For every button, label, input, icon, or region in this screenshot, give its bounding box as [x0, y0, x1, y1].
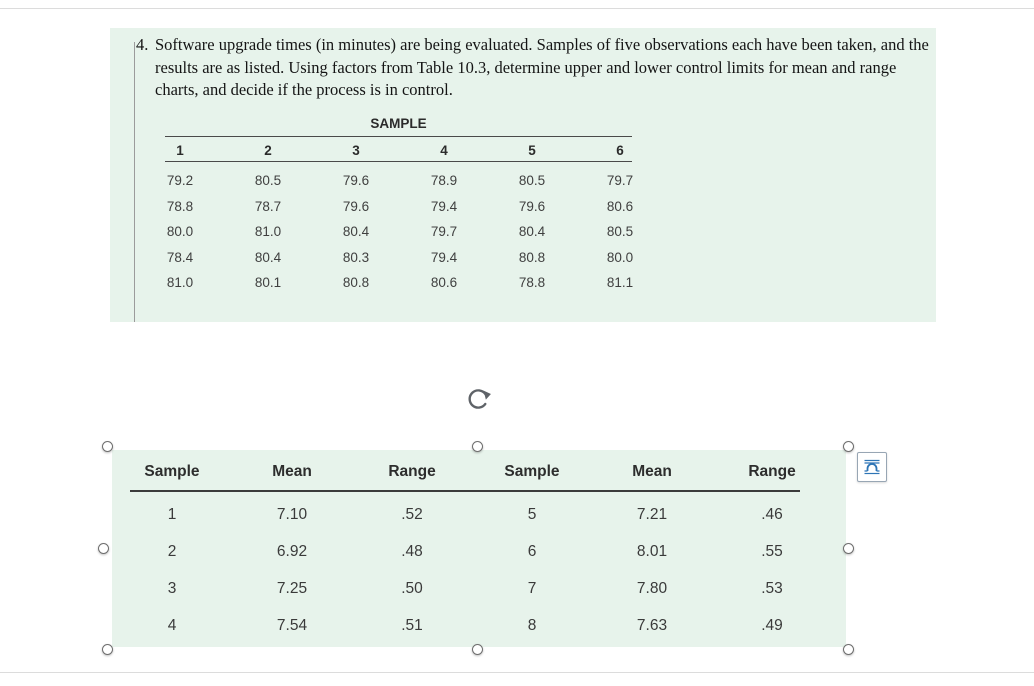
results-cell: .50: [401, 580, 423, 597]
problem-left-rule: [134, 42, 135, 322]
sample-col-header: 3: [352, 143, 360, 158]
sample-cell: 81.0: [254, 224, 282, 239]
sample-col-header: 4: [440, 143, 448, 158]
top-divider: [0, 8, 1034, 9]
selection-handle-top-right[interactable]: [843, 441, 854, 452]
selected-table-object[interactable]: [112, 450, 846, 647]
selection-handle-bottom-left[interactable]: [102, 644, 113, 655]
results-cell: .49: [761, 617, 783, 634]
results-cell: 8.01: [636, 543, 668, 560]
selection-handle-top-center[interactable]: [472, 441, 483, 452]
selection-handle-bottom-center[interactable]: [472, 644, 483, 655]
selection-handle-mid-left[interactable]: [98, 543, 109, 554]
sample-cell: 80.1: [254, 275, 282, 290]
results-cell: 1: [167, 506, 177, 523]
results-cell: 5: [527, 506, 537, 523]
sample-cell: 79.7: [606, 173, 634, 188]
layout-options-icon: [864, 459, 880, 475]
sample-table-header-row: 1 2 3 4 5 6: [136, 141, 664, 160]
sample-cell: 80.8: [518, 249, 546, 265]
sample-cell: 78.9: [430, 173, 458, 188]
sample-cell: 80.4: [342, 224, 370, 239]
sample-cell: 80.3: [342, 249, 370, 265]
sample-cell: 80.4: [518, 224, 546, 239]
results-cell: 3: [167, 580, 177, 597]
results-table-header-rule: [130, 490, 800, 492]
sample-col-header: 1: [176, 143, 184, 158]
sample-cell: 81.1: [606, 275, 634, 290]
results-col-header: Sample: [144, 463, 200, 480]
problem-statement: 4. Software upgrade times (in minutes) a…: [136, 34, 933, 102]
results-cell: 2: [167, 543, 177, 560]
results-cell: 7.25: [276, 580, 308, 597]
sample-table-top-rule: [165, 136, 632, 137]
results-cell: .53: [761, 580, 783, 597]
sample-cell: 80.6: [606, 198, 634, 214]
results-cell: 6: [527, 543, 537, 560]
results-col-header: Sample: [504, 463, 560, 480]
sample-cell: 80.6: [430, 275, 458, 290]
results-cell: .46: [761, 506, 783, 523]
sample-cell: 80.5: [254, 173, 282, 188]
sample-cell: 79.7: [430, 224, 458, 239]
sample-col-header: 5: [528, 143, 536, 158]
results-col-header: Mean: [272, 463, 312, 480]
bottom-divider: [0, 672, 1034, 673]
sample-cell: 81.0: [166, 275, 194, 290]
selection-handle-bottom-right[interactable]: [843, 644, 854, 655]
sample-cell: 80.5: [518, 173, 546, 188]
sample-cell: 79.4: [430, 249, 458, 265]
results-cell: .55: [761, 543, 783, 560]
results-cell: 8: [527, 617, 537, 634]
sample-cell: 78.8: [166, 198, 194, 214]
results-table-header-row: Sample Mean Range Sample Mean Range: [112, 460, 832, 484]
sample-cell: 80.0: [606, 249, 634, 265]
problem-highlight-box: [110, 28, 936, 322]
results-cell: 7.10: [276, 506, 308, 523]
results-cell: 7.80: [636, 580, 668, 597]
sample-cell: 79.6: [342, 198, 370, 214]
sample-cell: 80.5: [606, 224, 634, 239]
sample-cell: 79.4: [430, 198, 458, 214]
results-col-header: Mean: [632, 463, 672, 480]
rotate-handle[interactable]: [464, 385, 492, 413]
layout-options-button[interactable]: [857, 452, 887, 482]
results-cell: .48: [401, 543, 423, 560]
results-col-header: Range: [748, 463, 796, 480]
selection-handle-mid-right[interactable]: [843, 543, 854, 554]
selection-handle-top-left[interactable]: [102, 441, 113, 452]
sample-cell: 78.4: [166, 249, 194, 265]
rotate-arrow-icon: [468, 389, 491, 409]
results-col-header: Range: [388, 463, 436, 480]
sample-col-header: 2: [264, 143, 272, 158]
problem-text: Software upgrade times (in minutes) are …: [155, 35, 929, 99]
sample-cell: 80.4: [254, 249, 282, 265]
results-table-body: 1 7.10 .52 5 7.21 .46 2 6.92 .48 6 8.01 …: [112, 496, 832, 644]
results-cell: 7.54: [276, 617, 308, 634]
results-cell: 7.63: [636, 617, 668, 634]
sample-cell: 80.8: [342, 275, 370, 290]
results-cell: 4: [167, 617, 177, 634]
sample-cell: 79.2: [166, 173, 194, 188]
sample-cell: 78.8: [518, 275, 546, 290]
results-cell: .52: [401, 506, 423, 523]
results-cell: 7: [527, 580, 537, 597]
sample-cell: 79.6: [518, 198, 546, 214]
sample-col-header: 6: [616, 143, 624, 158]
results-cell: 6.92: [276, 543, 308, 560]
sample-table-title: SAMPLE: [370, 116, 427, 131]
sample-cell: 80.0: [166, 224, 194, 239]
sample-table-body: 79.2 80.5 79.6 78.9 80.5 79.7 78.8 78.7 …: [136, 168, 664, 296]
results-cell: 7.21: [636, 506, 668, 523]
results-cell: .51: [401, 617, 423, 634]
problem-number: 4.: [136, 35, 149, 54]
sample-table-header-rule: [165, 161, 632, 162]
sample-cell: 79.6: [342, 173, 370, 188]
sample-cell: 78.7: [254, 198, 282, 214]
